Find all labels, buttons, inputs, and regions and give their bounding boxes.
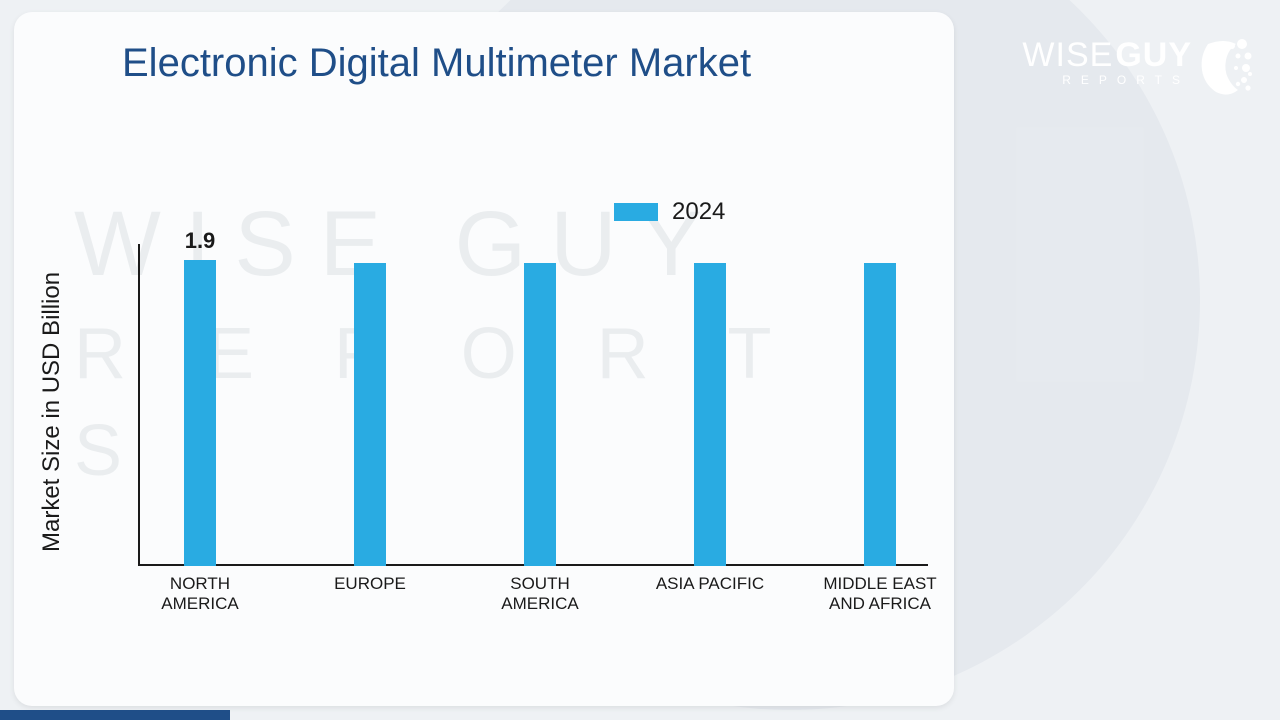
bar [864,263,896,566]
bar-category-label: MIDDLE EAST AND AFRICA [815,574,945,613]
y-axis-label: Market Size in USD Billion [38,272,66,552]
plot-area: 1.9NORTH AMERICAEUROPESOUTH AMERICAASIA … [144,244,934,566]
brand-logo: WISE GUY REPORTS [1022,36,1254,98]
bar-category-label: SOUTH AMERICA [475,574,605,613]
brand-head-icon [1198,36,1254,98]
bottom-accent-bar [0,710,230,720]
bar-category-label: NORTH AMERICA [135,574,265,613]
brand-word1: WISE [1022,36,1113,75]
brand-main: WISE GUY [1022,36,1192,75]
bar-category-label: ASIA PACIFIC [645,574,775,594]
brand-text: WISE GUY REPORTS [1022,36,1192,87]
y-axis-line [138,244,140,566]
brand-word2: GUY [1115,36,1192,75]
chart-card: WISE GUY R E P O R T S Electronic Digita… [14,12,954,706]
page-root: WISE GUY R E P O R T S Electronic Digita… [0,0,1280,720]
bar [524,263,556,566]
chart-title: Electronic Digital Multimeter Market [122,40,762,86]
legend-swatch [614,203,658,221]
bar [184,260,216,566]
bar-value-label: 1.9 [170,228,230,254]
bar [354,263,386,566]
legend: 2024 [614,198,725,226]
bar-category-label: EUROPE [305,574,435,594]
brand-sub: REPORTS [1062,73,1190,87]
legend-label: 2024 [672,198,725,226]
bar [694,263,726,566]
